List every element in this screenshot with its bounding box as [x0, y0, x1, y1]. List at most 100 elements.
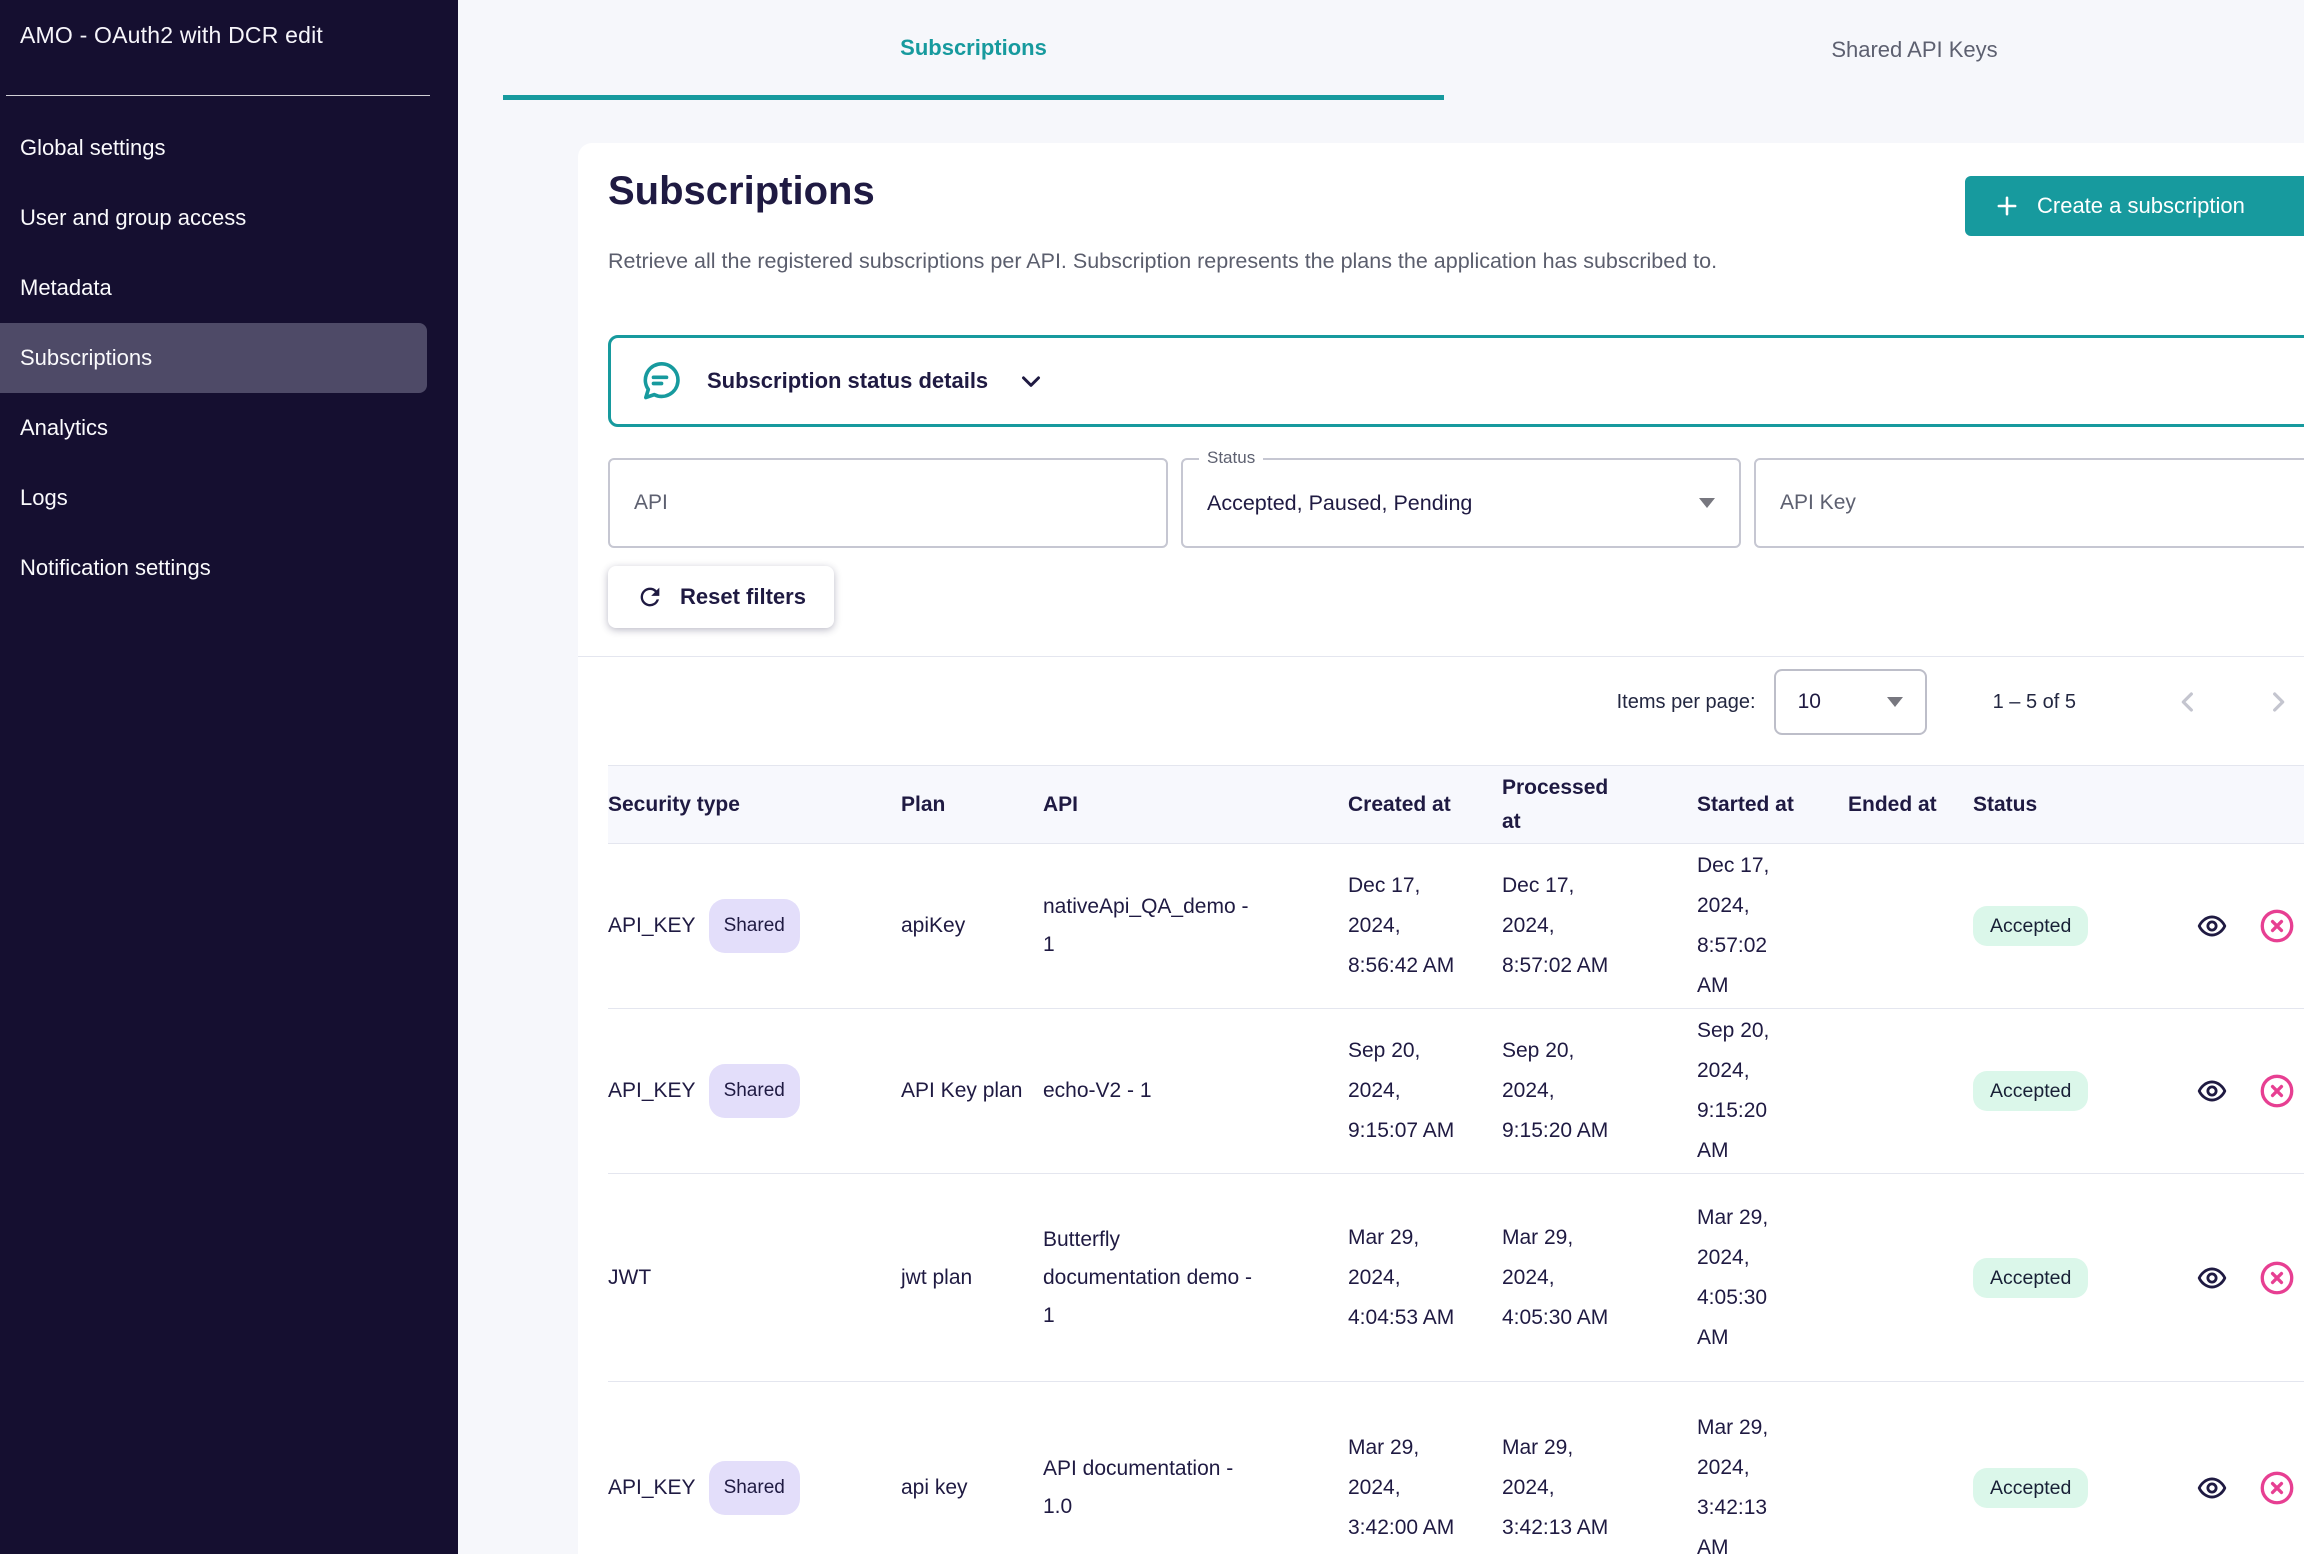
sidebar-item-user-and-group-access[interactable]: User and group access	[20, 205, 247, 230]
status-badge: Accepted	[1973, 1071, 2089, 1111]
dropdown-arrow-icon	[1699, 498, 1715, 508]
sidebar-item-analytics[interactable]: Analytics	[20, 415, 109, 440]
status-badge: Accepted	[1973, 1467, 2089, 1508]
close-circle-icon	[2258, 1469, 2296, 1507]
shared-badge: Shared	[708, 1460, 800, 1515]
close-subscription-button[interactable]	[2258, 1469, 2296, 1507]
items-per-page-label: Items per page:	[1616, 690, 1756, 713]
page-range-label: 1 – 5 of 5	[1992, 690, 2076, 713]
cell-status: Accepted	[1973, 843, 2150, 1009]
api-key-filter-field[interactable]	[1754, 458, 2304, 548]
sidebar: AMO - OAuth2 with DCR edit Global settin…	[0, 0, 458, 1554]
column-header-api: API	[1043, 765, 1348, 844]
cell-security-type: API_KEY Shared	[608, 1008, 901, 1174]
page-size-value: 10	[1797, 690, 1821, 713]
cell-api: nativeApi_QA_demo - 1	[1043, 843, 1348, 1009]
sidebar-item-notification-settings[interactable]: Notification settings	[20, 555, 211, 580]
tab-bar: Subscriptions Shared API Keys	[503, 0, 2304, 100]
previous-page-button[interactable]	[2172, 686, 2204, 718]
create-subscription-label: Create a subscription	[2037, 193, 2245, 218]
application-title: AMO - OAuth2 with DCR edit	[20, 22, 324, 48]
subscriptions-table: Security type Plan API Created at Processed …	[608, 765, 2304, 1554]
cell-security-type: API_KEY Shared	[608, 1381, 901, 1554]
column-header-actions	[2150, 765, 2304, 844]
shared-badge: Shared	[708, 1064, 800, 1118]
subscription-status-details-panel[interactable]: Subscription status details	[608, 335, 2304, 427]
divider	[578, 656, 2304, 657]
eye-icon	[2192, 910, 2232, 942]
cell-started-at: Dec 17, 2024, 8:57:02 AM	[1697, 843, 1848, 1009]
table-row: API_KEY Shared apiKey nativeApi_QA_demo - 1…	[608, 843, 2304, 1009]
sidebar-item-logs[interactable]: Logs	[20, 485, 68, 510]
cell-actions	[2150, 1381, 2304, 1554]
close-subscription-button[interactable]	[2258, 1072, 2296, 1110]
cell-api: Butterfly documentation demo - 1	[1043, 1173, 1348, 1382]
status-filter-label: Status	[1199, 448, 1264, 468]
view-subscription-button[interactable]	[2192, 1472, 2232, 1504]
view-subscription-button[interactable]	[2192, 910, 2232, 942]
table-header-row: Security type Plan API Created at Processed …	[608, 765, 2304, 844]
refresh-icon	[636, 583, 664, 611]
close-subscription-button[interactable]	[2258, 1259, 2296, 1297]
column-header-started-at: Started at	[1697, 765, 1848, 844]
close-circle-icon	[2258, 1072, 2296, 1110]
cell-started-at: Mar 29, 2024, 4:05:30 AM	[1697, 1173, 1848, 1382]
status-filter-value: Accepted, Paused, Pending	[1207, 490, 1473, 515]
cell-security-type: API_KEY Shared	[608, 843, 901, 1009]
cell-actions	[2150, 1173, 2304, 1382]
column-header-plan: Plan	[901, 765, 1043, 844]
paginator: Items per page: 10 1 – 5 of 5	[1617, 657, 2294, 747]
status-badge: Accepted	[1973, 906, 2089, 946]
table-row: API_KEY Shared api key API documentation - …	[608, 1381, 2304, 1554]
cell-plan: API Key plan	[901, 1008, 1043, 1174]
cell-ended-at	[1848, 1008, 1973, 1174]
status-details-label: Subscription status details	[707, 368, 989, 393]
status-filter-select[interactable]: Status Accepted, Paused, Pending	[1181, 448, 1741, 548]
tab-shared-api-keys[interactable]: Shared API Keys	[1831, 37, 1998, 62]
cell-plan: jwt plan	[901, 1173, 1043, 1382]
status-badge: Accepted	[1973, 1257, 2089, 1298]
cell-status: Accepted	[1973, 1381, 2150, 1554]
sidebar-nav: Global settings User and group access Meta…	[0, 113, 458, 603]
tab-subscriptions[interactable]: Subscriptions	[503, 0, 1444, 100]
cell-started-at: Sep 20, 2024, 9:15:20 AM	[1697, 1008, 1848, 1174]
cell-created-at: Sep 20, 2024, 9:15:07 AM	[1348, 1008, 1502, 1174]
view-subscription-button[interactable]	[2192, 1075, 2232, 1107]
sidebar-item-global-settings[interactable]: Global settings	[20, 135, 166, 160]
api-filter-input[interactable]	[634, 491, 1142, 515]
eye-icon	[2192, 1472, 2232, 1504]
column-header-processed-at: Processed at	[1502, 765, 1697, 844]
create-subscription-button[interactable]: Create a subscription	[1965, 176, 2304, 236]
page-title: Subscriptions	[608, 169, 875, 213]
column-header-security-type: Security type	[608, 765, 901, 844]
table-row: API_KEY Shared API Key plan echo-V2 - 1 Sep …	[608, 1008, 2304, 1174]
api-filter-field[interactable]	[608, 458, 1168, 548]
cell-processed-at: Mar 29, 2024, 4:05:30 AM	[1502, 1173, 1697, 1382]
reset-filters-button[interactable]: Reset filters	[608, 566, 834, 628]
plus-icon	[1993, 192, 2021, 220]
chat-bubble-icon	[637, 358, 683, 404]
api-key-filter-input[interactable]	[1780, 491, 2304, 515]
cell-api: API documentation - 1.0	[1043, 1381, 1348, 1554]
eye-icon	[2192, 1262, 2232, 1294]
cell-ended-at	[1848, 843, 1973, 1009]
shared-badge: Shared	[708, 899, 800, 953]
chevron-right-icon	[2262, 686, 2294, 718]
cell-processed-at: Sep 20, 2024, 9:15:20 AM	[1502, 1008, 1697, 1174]
sidebar-item-subscriptions[interactable]: Subscriptions	[0, 323, 427, 393]
eye-icon	[2192, 1075, 2232, 1107]
cell-api: echo-V2 - 1	[1043, 1008, 1348, 1174]
column-header-status: Status	[1973, 765, 2150, 844]
page-size-select[interactable]: 10	[1773, 669, 1927, 735]
cell-processed-at: Dec 17, 2024, 8:57:02 AM	[1502, 843, 1697, 1009]
view-subscription-button[interactable]	[2192, 1262, 2232, 1294]
close-subscription-button[interactable]	[2258, 907, 2296, 945]
next-page-button[interactable]	[2262, 686, 2294, 718]
sidebar-item-metadata[interactable]: Metadata	[20, 275, 112, 300]
cell-plan: apiKey	[901, 843, 1043, 1009]
cell-created-at: Dec 17, 2024, 8:56:42 AM	[1348, 843, 1502, 1009]
security-type-value: API_KEY	[608, 914, 696, 937]
cell-status: Accepted	[1973, 1173, 2150, 1382]
subscriptions-card: Subscriptions Retrieve all the registere…	[578, 143, 2304, 1554]
page-description: Retrieve all the registered subscription…	[608, 249, 1718, 273]
